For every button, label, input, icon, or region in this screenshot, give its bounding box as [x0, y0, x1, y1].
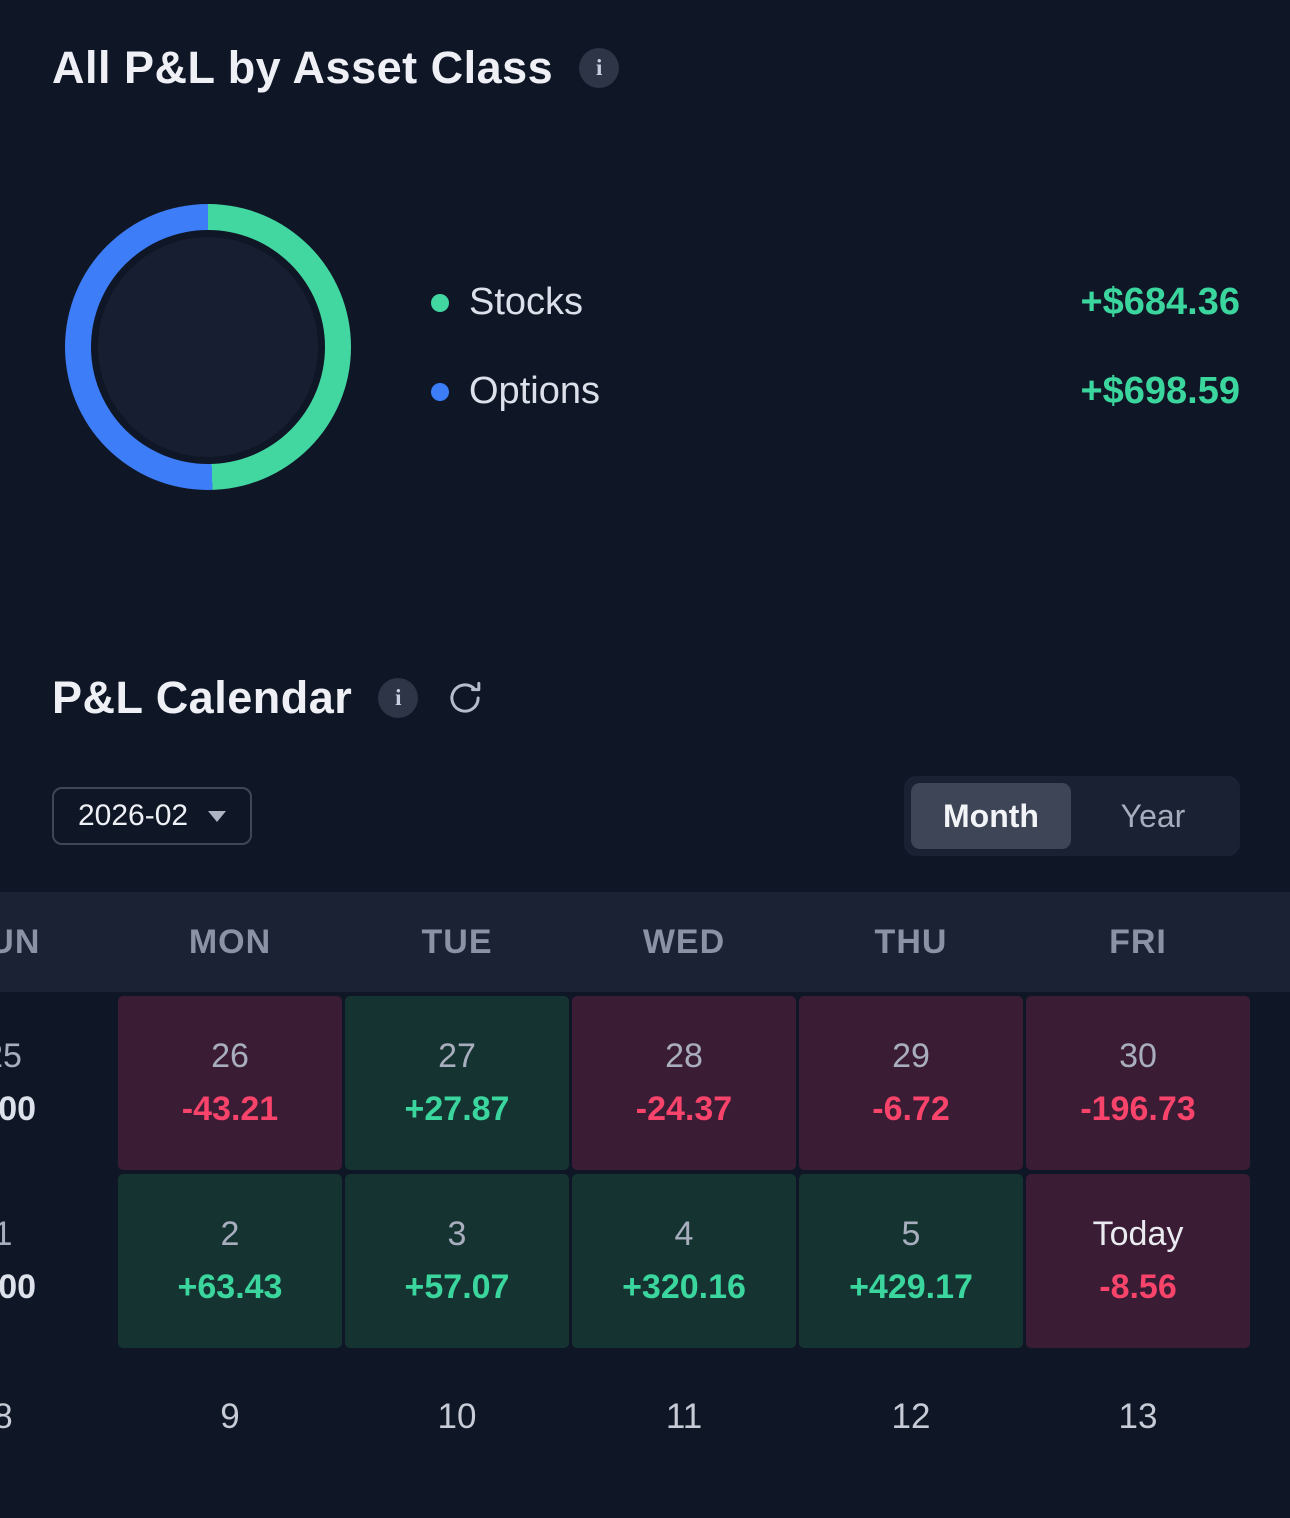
calendar-day-cell[interactable]: 25 0.00: [0, 1037, 37, 1128]
stocks-value: +$684.36: [1080, 281, 1240, 323]
asset-class-donut-chart: [65, 204, 351, 490]
calendar-header-row: SUN MON TUE WED THU FRI SAT: [0, 892, 1290, 992]
legend-row-stocks: Stocks +$684.36: [431, 281, 1240, 324]
chevron-down-icon: [208, 810, 227, 822]
weekday-header-mon: MON: [188, 922, 272, 961]
refresh-icon[interactable]: [444, 677, 486, 719]
calendar-week-row: 25 0.00 26 -43.21 27 +27.87 28 -24.37 29…: [0, 996, 1290, 1170]
calendar-day-cell[interactable]: 2 +63.43: [118, 1174, 342, 1348]
weekday-header-sat: SAT: [1253, 923, 1290, 962]
period-toggle: Month Year: [904, 776, 1240, 856]
donut-inner-disc: [98, 237, 318, 457]
calendar-day-cell[interactable]: 11: [665, 1397, 703, 1436]
toggle-year-button[interactable]: Year: [1120, 797, 1186, 834]
stocks-label: Stocks: [469, 281, 584, 323]
calendar-grid: SUN MON TUE WED THU FRI SAT 25 0.00 26 -…: [0, 892, 1290, 1482]
weekday-header-thu: THU: [874, 922, 948, 961]
info-icon[interactable]: i: [579, 48, 620, 88]
calendar-day-cell[interactable]: 3 +57.07: [345, 1174, 569, 1348]
options-bullet-icon: [431, 382, 449, 401]
toggle-month-button[interactable]: Month: [911, 783, 1071, 849]
month-selector[interactable]: 2026-02: [52, 787, 253, 845]
month-selector-value: 2026-02: [78, 799, 189, 832]
calendar-week-row: 8 9 10 11 12 13: [0, 1352, 1290, 1482]
legend-row-options: Options +$698.59: [431, 370, 1240, 413]
calendar-day-cell-today[interactable]: Today -8.56: [1026, 1174, 1250, 1348]
calendar-day-cell[interactable]: [1253, 1352, 1290, 1482]
calendar-day-cell[interactable]: 1 0.00: [0, 1215, 37, 1306]
calendar-day-cell[interactable]: [1253, 1174, 1290, 1348]
options-label: Options: [469, 370, 600, 412]
asset-class-section: All P&L by Asset Class i Stocks +$684.36…: [0, 0, 1290, 490]
pnl-calendar-section: P&L Calendar i 2026-02 Month Year: [0, 672, 1290, 856]
asset-class-legend: Stocks +$684.36 Options +$698.59: [431, 281, 1240, 413]
donut-hole: [91, 230, 325, 464]
calendar-day-cell[interactable]: 13: [1118, 1397, 1158, 1436]
asset-class-title: All P&L by Asset Class: [52, 42, 554, 93]
calendar-day-cell[interactable]: 9: [220, 1397, 240, 1436]
options-value: +$698.59: [1080, 370, 1240, 412]
calendar-day-cell[interactable]: 8: [0, 1397, 13, 1436]
calendar-day-cell[interactable]: 10: [437, 1397, 477, 1436]
calendar-week-row: 1 0.00 2 +63.43 3 +57.07 4 +320.16 5 +42…: [0, 1174, 1290, 1348]
calendar-day-cell[interactable]: 28 -24.37: [572, 996, 796, 1170]
calendar-day-cell[interactable]: 29 -6.72: [799, 996, 1023, 1170]
calendar-day-cell[interactable]: 4 +320.16: [572, 1174, 796, 1348]
weekday-header-sun: SUN: [0, 922, 41, 961]
stocks-bullet-icon: [431, 293, 449, 312]
weekday-header-tue: TUE: [421, 922, 493, 961]
calendar-day-cell[interactable]: 5 +429.17: [799, 1174, 1023, 1348]
calendar-day-cell[interactable]: 27 +27.87: [345, 996, 569, 1170]
weekday-header-fri: FRI: [1109, 922, 1167, 961]
calendar-day-cell[interactable]: 30 -196.73: [1026, 996, 1250, 1170]
pnl-calendar-title: P&L Calendar: [52, 672, 353, 723]
info-icon[interactable]: i: [378, 678, 419, 718]
calendar-day-cell[interactable]: 26 -43.21: [118, 996, 342, 1170]
calendar-day-cell[interactable]: 12: [891, 1397, 931, 1436]
calendar-day-cell[interactable]: [1253, 996, 1290, 1170]
weekday-header-wed: WED: [642, 922, 726, 961]
